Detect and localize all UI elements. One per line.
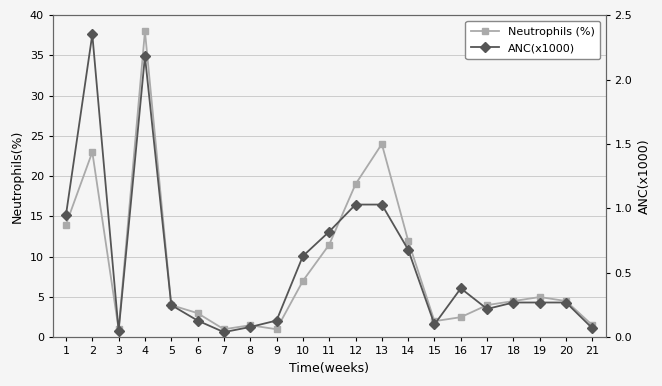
ANC(x1000)	[167, 303, 175, 307]
Neutrophils (%)	[378, 142, 386, 146]
ANC(x1000)	[62, 213, 70, 217]
ANC(x1000)	[115, 328, 122, 333]
Y-axis label: ANC(x1000): ANC(x1000)	[638, 139, 651, 214]
Neutrophils (%)	[246, 323, 254, 328]
X-axis label: Time(weeks): Time(weeks)	[289, 362, 369, 375]
ANC(x1000)	[299, 254, 307, 259]
ANC(x1000)	[589, 326, 596, 330]
Neutrophils (%)	[325, 242, 333, 247]
Neutrophils (%)	[88, 150, 96, 154]
Legend: Neutrophils (%), ANC(x1000): Neutrophils (%), ANC(x1000)	[465, 21, 600, 59]
Neutrophils (%)	[193, 311, 201, 315]
Neutrophils (%)	[483, 303, 491, 307]
Neutrophils (%)	[536, 295, 544, 300]
Neutrophils (%)	[562, 299, 570, 303]
Neutrophils (%)	[510, 299, 518, 303]
ANC(x1000)	[273, 318, 281, 323]
ANC(x1000)	[193, 318, 201, 323]
Neutrophils (%)	[404, 238, 412, 243]
ANC(x1000)	[352, 202, 359, 207]
Neutrophils (%)	[457, 315, 465, 320]
Neutrophils (%)	[62, 222, 70, 227]
ANC(x1000)	[88, 32, 96, 37]
Neutrophils (%)	[220, 327, 228, 332]
Neutrophils (%)	[589, 323, 596, 328]
ANC(x1000)	[510, 300, 518, 305]
Line: ANC(x1000): ANC(x1000)	[62, 31, 596, 335]
ANC(x1000)	[430, 322, 438, 327]
Y-axis label: Neutrophils(%): Neutrophils(%)	[11, 130, 24, 223]
ANC(x1000)	[457, 286, 465, 291]
ANC(x1000)	[536, 300, 544, 305]
ANC(x1000)	[325, 229, 333, 234]
ANC(x1000)	[246, 325, 254, 329]
Neutrophils (%)	[115, 327, 122, 332]
Neutrophils (%)	[299, 279, 307, 283]
ANC(x1000)	[483, 306, 491, 311]
Line: Neutrophils (%): Neutrophils (%)	[62, 28, 596, 333]
Neutrophils (%)	[141, 29, 149, 34]
Neutrophils (%)	[273, 327, 281, 332]
Neutrophils (%)	[167, 303, 175, 307]
ANC(x1000)	[404, 247, 412, 252]
ANC(x1000)	[141, 54, 149, 59]
ANC(x1000)	[562, 300, 570, 305]
ANC(x1000)	[220, 330, 228, 334]
Neutrophils (%)	[430, 319, 438, 323]
Neutrophils (%)	[352, 182, 359, 186]
ANC(x1000)	[378, 202, 386, 207]
